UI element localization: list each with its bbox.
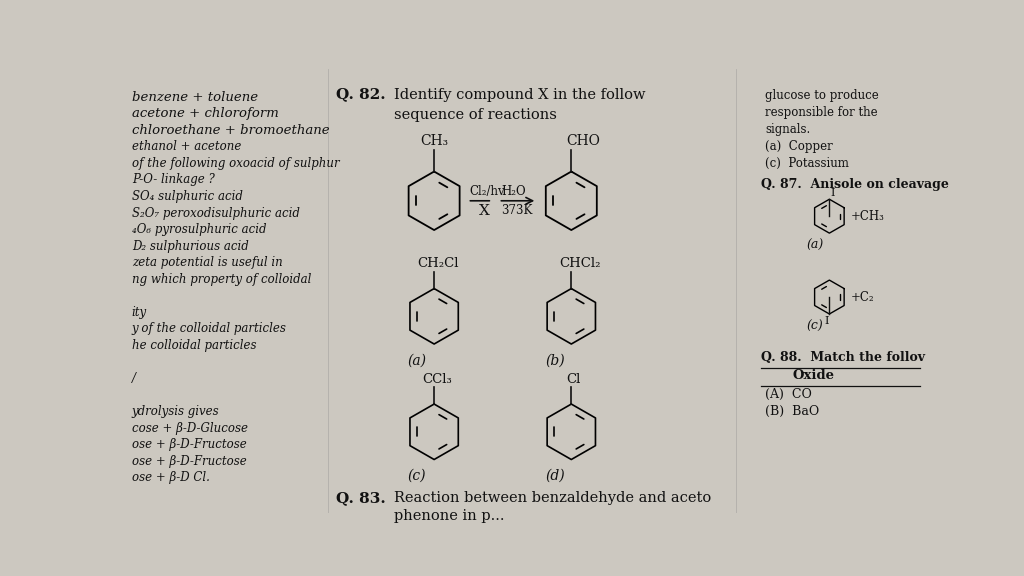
Text: CHO: CHO	[566, 134, 600, 149]
Text: (b): (b)	[545, 353, 564, 367]
Text: H₂O: H₂O	[502, 185, 526, 198]
Text: CH₃: CH₃	[420, 134, 449, 149]
Text: ity: ity	[132, 306, 147, 319]
Text: ose + β-D Cl.: ose + β-D Cl.	[132, 471, 210, 484]
Text: X: X	[479, 204, 489, 218]
Text: CH₂Cl: CH₂Cl	[417, 257, 459, 270]
Text: ose + β-D-Fructose: ose + β-D-Fructose	[132, 455, 247, 468]
Text: he colloidal particles: he colloidal particles	[132, 339, 256, 352]
Text: +CH₃: +CH₃	[850, 210, 884, 223]
Text: benzene + toluene: benzene + toluene	[132, 90, 258, 104]
Text: (B)  BaO: (B) BaO	[765, 405, 819, 418]
Text: 373K: 373K	[502, 204, 532, 217]
Text: phenone in p...: phenone in p...	[394, 509, 505, 523]
Text: S₂O₇ peroxodisulphuric acid: S₂O₇ peroxodisulphuric acid	[132, 207, 300, 219]
Text: ydrolysis gives: ydrolysis gives	[132, 406, 219, 418]
Text: Identify compound X in the follow: Identify compound X in the follow	[394, 88, 645, 101]
Text: ose + β-D-Fructose: ose + β-D-Fructose	[132, 438, 247, 452]
Text: Cl₂/hv: Cl₂/hv	[469, 185, 505, 198]
Text: ng which property of colloidal: ng which property of colloidal	[132, 273, 311, 286]
Text: zeta potential is useful in: zeta potential is useful in	[132, 256, 283, 269]
Text: (c)  Potassium: (c) Potassium	[765, 157, 849, 170]
Text: (c): (c)	[806, 320, 823, 333]
Text: y of the colloidal particles: y of the colloidal particles	[132, 323, 287, 335]
Text: acetone + chloroform: acetone + chloroform	[132, 107, 279, 120]
Text: responsible for the: responsible for the	[765, 106, 878, 119]
Text: (a): (a)	[407, 353, 426, 367]
Text: cose + β-D-Glucose: cose + β-D-Glucose	[132, 422, 248, 435]
Text: (a)  Copper: (a) Copper	[765, 140, 833, 153]
Text: SO₄ sulphuric acid: SO₄ sulphuric acid	[132, 190, 243, 203]
Text: of the following oxoacid of sulphur: of the following oxoacid of sulphur	[132, 157, 340, 170]
Text: ethanol + acetone: ethanol + acetone	[132, 141, 242, 153]
Text: signals.: signals.	[765, 123, 810, 136]
Text: Reaction between benzaldehyde and aceto: Reaction between benzaldehyde and aceto	[394, 491, 711, 505]
Text: Q. 83.: Q. 83.	[336, 491, 385, 505]
Text: Q. 87.  Anisole on cleavage: Q. 87. Anisole on cleavage	[761, 177, 949, 191]
Text: D₂ sulphurious acid: D₂ sulphurious acid	[132, 240, 249, 253]
Text: (A)  CO: (A) CO	[765, 388, 812, 401]
Text: Q. 88.  Match the follov: Q. 88. Match the follov	[761, 351, 925, 364]
Text: (a): (a)	[806, 238, 823, 252]
Text: CHCl₂: CHCl₂	[560, 257, 601, 270]
Text: /: /	[132, 372, 136, 385]
Text: I: I	[830, 188, 835, 199]
Text: chloroethane + bromoethane: chloroethane + bromoethane	[132, 124, 330, 137]
Text: CCl₃: CCl₃	[423, 373, 453, 385]
Text: ₄O₆ pyrosulphuric acid: ₄O₆ pyrosulphuric acid	[132, 223, 266, 236]
Text: +C₂: +C₂	[850, 290, 873, 304]
Text: sequence of reactions: sequence of reactions	[394, 108, 557, 122]
Text: (d): (d)	[545, 469, 564, 483]
Text: glucose to produce: glucose to produce	[765, 89, 879, 102]
Text: Cl: Cl	[566, 373, 581, 385]
Text: Oxide: Oxide	[793, 369, 835, 382]
Text: Q. 82.: Q. 82.	[336, 88, 385, 101]
Text: (c): (c)	[407, 469, 426, 483]
Text: P-O- linkage ?: P-O- linkage ?	[132, 173, 215, 187]
Text: I: I	[825, 316, 829, 325]
